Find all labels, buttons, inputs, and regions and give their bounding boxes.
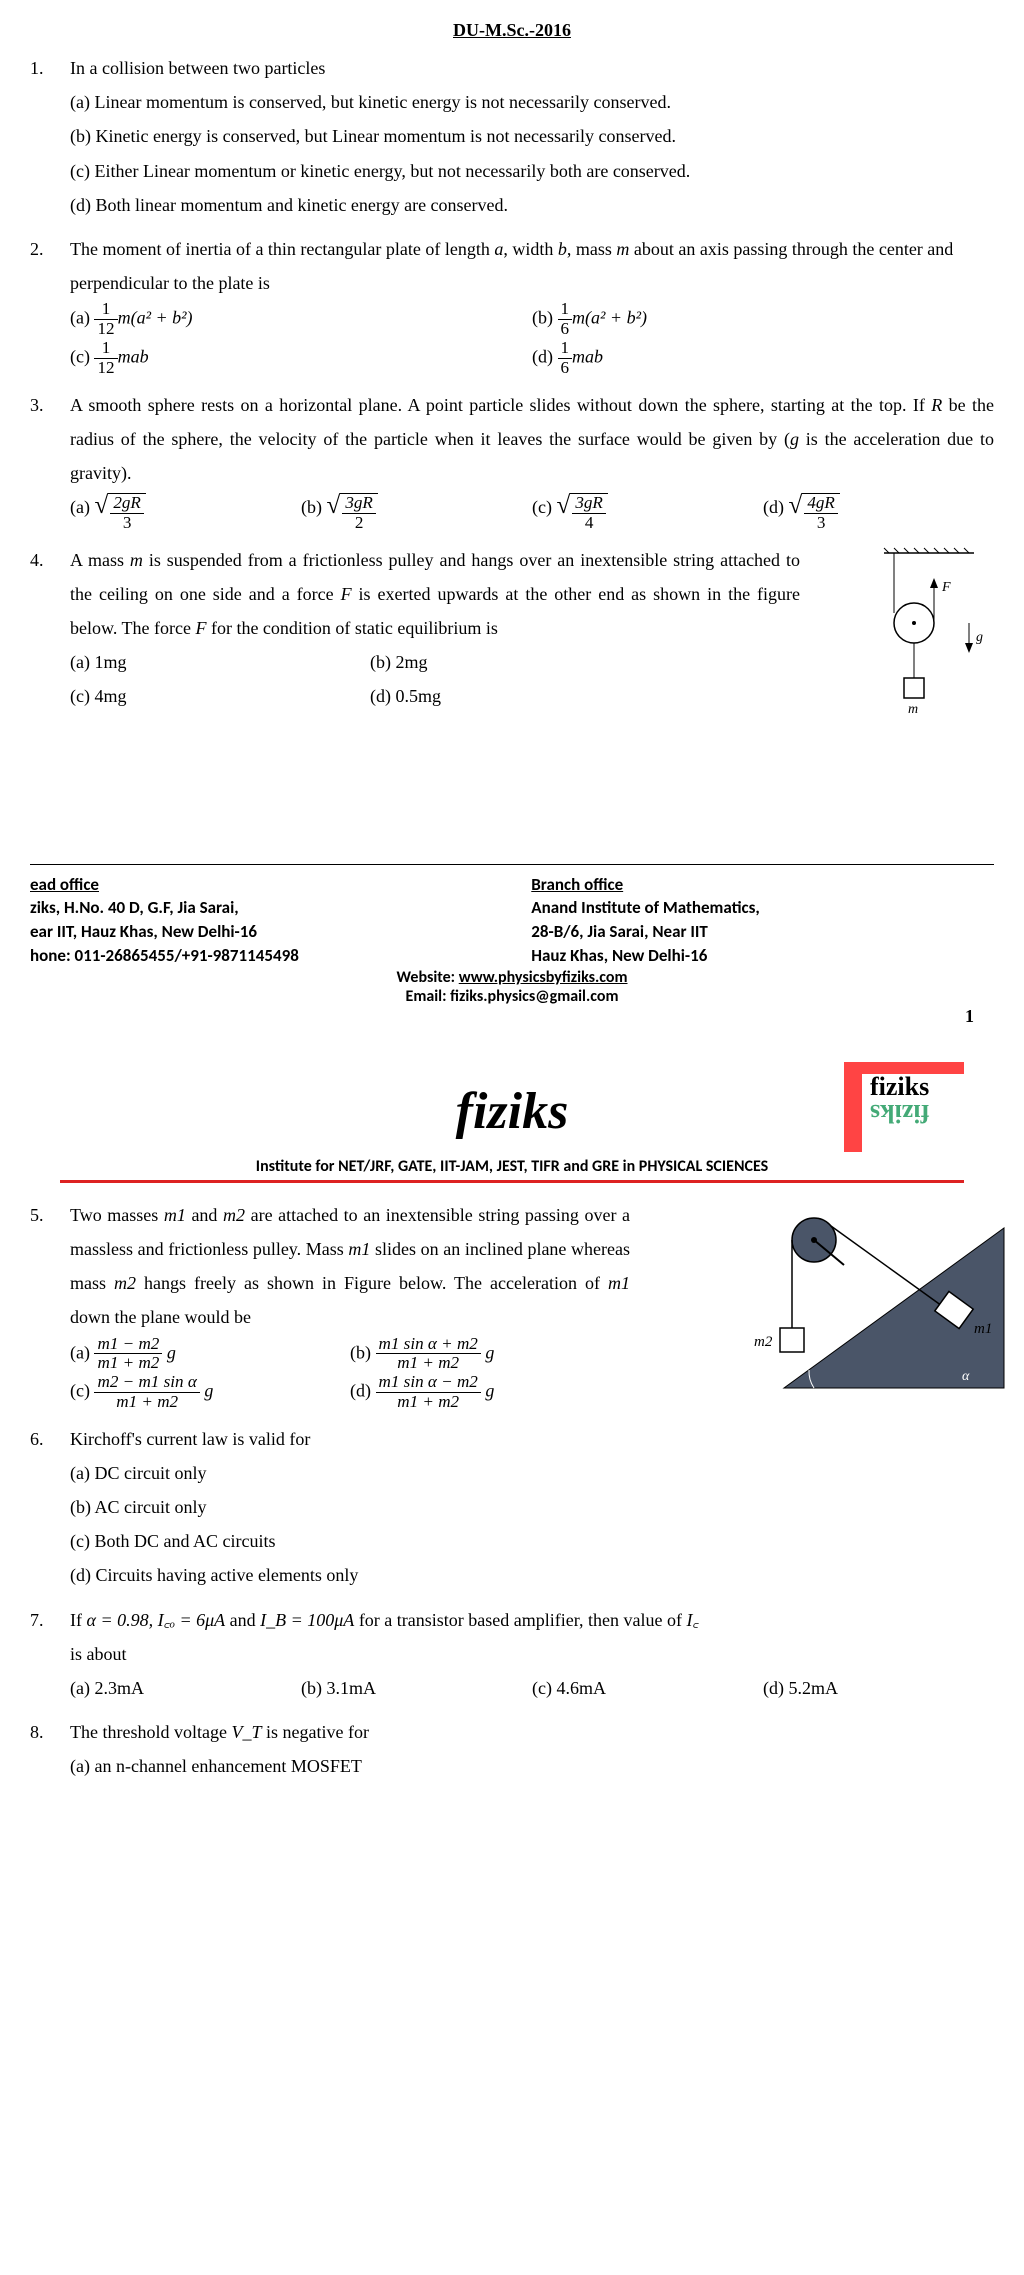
page-title: DU-M.Sc.-2016: [30, 20, 994, 41]
branch-line: 28-B/6, Jia Sarai, Near IIT: [531, 920, 994, 944]
q5-opt-a: (a) m1 − m2m1 + m2 g: [70, 1335, 350, 1374]
q2-opt-d: (d) 16mab: [532, 339, 994, 378]
q7-opt-b: (b) 3.1mA: [301, 1671, 532, 1705]
q3-opt-a: (a) √2gR3: [70, 490, 301, 533]
q7-stem: If α = 0.98, I꜀ₒ = 6μA and I_B = 100μA f…: [70, 1603, 994, 1671]
q1-opt-d: (d) Both linear momentum and kinetic ene…: [70, 188, 994, 222]
qnum: 8.: [30, 1715, 70, 1783]
svg-text:g: g: [976, 630, 983, 645]
q1-opt-b: (b) Kinetic energy is conserved, but Lin…: [70, 119, 994, 153]
footer: ead office ziks, H.No. 40 D, G.F, Jia Sa…: [30, 873, 994, 968]
q5-opt-d: (d) m1 sin α − m2m1 + m2 g: [350, 1373, 630, 1412]
q6-opt-a: (a) DC circuit only: [70, 1456, 994, 1490]
q6-opt-b: (b) AC circuit only: [70, 1490, 994, 1524]
qnum: 5.: [30, 1198, 70, 1412]
qnum: 3.: [30, 388, 70, 533]
logo-box: fiziks fiziks: [844, 1062, 964, 1152]
svg-text:m1: m1: [974, 1321, 992, 1337]
q7-opt-c: (c) 4.6mA: [532, 1671, 763, 1705]
head-line: ear IIT, Hauz Khas, New Delhi-16: [30, 920, 493, 944]
qnum: 2.: [30, 232, 70, 378]
question-4: 4. A mass m is suspended from a friction…: [30, 543, 994, 714]
q3-opt-b: (b) √3gR2: [301, 490, 532, 533]
q4-figure: F m g: [864, 543, 994, 713]
branch-line: Anand Institute of Mathematics,: [531, 896, 994, 920]
q2-opt-c: (c) 112mab: [70, 339, 532, 378]
branch-office-title: Branch office: [531, 873, 994, 897]
qnum: 4.: [30, 543, 70, 714]
svg-text:F: F: [941, 580, 951, 595]
logo-block: fiziks fiziks fiziks: [30, 1067, 994, 1157]
q8-stem: The threshold voltage V_T is negative fo…: [70, 1715, 994, 1749]
q6-opt-d: (d) Circuits having active elements only: [70, 1558, 994, 1592]
q5-figure: m2 m1 α: [714, 1198, 1014, 1408]
question-1: 1. In a collision between two particles …: [30, 51, 994, 222]
page-number: 1: [30, 1006, 994, 1027]
svg-text:α: α: [962, 1369, 970, 1384]
question-7: 7. If α = 0.98, I꜀ₒ = 6μA and I_B = 100μ…: [30, 1603, 994, 1706]
q7-opt-d: (d) 5.2mA: [763, 1671, 994, 1705]
qnum: 6.: [30, 1422, 70, 1593]
question-8: 8. The threshold voltage V_T is negative…: [30, 1715, 994, 1783]
head-office-title: ead office: [30, 873, 493, 897]
q4-opt-c: (c) 4mg: [70, 679, 370, 713]
q7-opt-a: (a) 2.3mA: [70, 1671, 301, 1705]
institute-subtitle: Institute for NET/JRF, GATE, IIT-JAM, JE…: [30, 1157, 994, 1176]
q2-opt-b: (b) 16m(a² + b²): [532, 300, 994, 339]
q3-opt-d: (d) √4gR3: [763, 490, 994, 533]
q3-stem: A smooth sphere rests on a horizontal pl…: [70, 388, 994, 491]
q2-stem: The moment of inertia of a thin rectangu…: [70, 232, 994, 300]
qnum: 7.: [30, 1603, 70, 1706]
q4-stem: A mass m is suspended from a frictionles…: [70, 543, 800, 646]
question-3: 3. A smooth sphere rests on a horizontal…: [30, 388, 994, 533]
logo-main: fiziks: [456, 1082, 569, 1141]
q1-opt-c: (c) Either Linear momentum or kinetic en…: [70, 154, 994, 188]
q4-opt-a: (a) 1mg: [70, 645, 370, 679]
q4-opt-d: (d) 0.5mg: [370, 679, 670, 713]
q3-opt-c: (c) √3gR4: [532, 490, 763, 533]
question-5: 5. Two masses m1 and m2 are attached to …: [30, 1198, 994, 1412]
question-2: 2. The moment of inertia of a thin recta…: [30, 232, 994, 378]
svg-text:m: m: [908, 702, 918, 713]
branch-line: Hauz Khas, New Delhi-16: [531, 944, 994, 968]
q8-opt-a: (a) an n-channel enhancement MOSFET: [70, 1749, 994, 1783]
question-6: 6. Kirchoff's current law is valid for (…: [30, 1422, 994, 1593]
red-divider: [60, 1180, 964, 1183]
head-line: hone: 011-26865455/+91-9871145498: [30, 944, 493, 968]
svg-text:m2: m2: [754, 1334, 773, 1350]
head-line: ziks, H.No. 40 D, G.F, Jia Sarai,: [30, 896, 493, 920]
divider: [30, 864, 994, 865]
footer-website: Website: www.physicsbyfiziks.com Email: …: [30, 968, 994, 1006]
q6-opt-c: (c) Both DC and AC circuits: [70, 1524, 994, 1558]
q2-opt-a: (a) 112m(a² + b²): [70, 300, 532, 339]
q5-stem: Two masses m1 and m2 are attached to an …: [70, 1198, 630, 1335]
q6-stem: Kirchoff's current law is valid for: [70, 1422, 994, 1456]
q5-opt-c: (c) m2 − m1 sin αm1 + m2 g: [70, 1373, 350, 1412]
q5-opt-b: (b) m1 sin α + m2m1 + m2 g: [350, 1335, 630, 1374]
q1-opt-a: (a) Linear momentum is conserved, but ki…: [70, 85, 994, 119]
q4-opt-b: (b) 2mg: [370, 645, 670, 679]
q1-stem: In a collision between two particles: [70, 51, 994, 85]
qnum: 1.: [30, 51, 70, 222]
